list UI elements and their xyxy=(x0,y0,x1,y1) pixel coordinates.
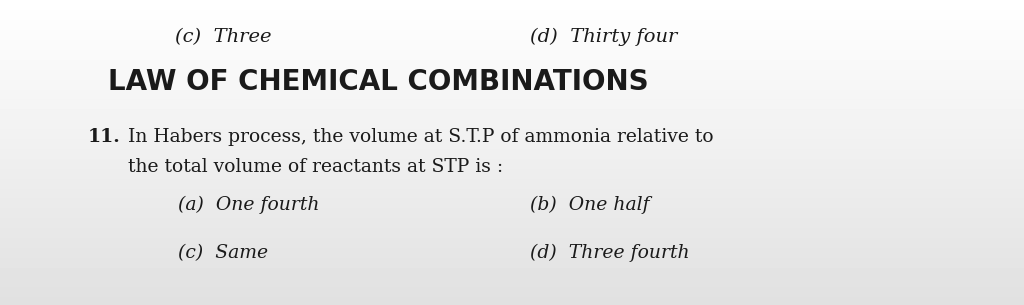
Text: (d)  Thirty four: (d) Thirty four xyxy=(530,28,677,46)
Text: (c)  Same: (c) Same xyxy=(178,244,268,262)
Text: (c)  Three: (c) Three xyxy=(175,28,271,46)
Text: LAW OF CHEMICAL COMBINATIONS: LAW OF CHEMICAL COMBINATIONS xyxy=(108,68,648,96)
Text: the total volume of reactants at STP is :: the total volume of reactants at STP is … xyxy=(128,158,503,176)
Text: (d)  Three fourth: (d) Three fourth xyxy=(530,244,689,262)
Text: (a)  One fourth: (a) One fourth xyxy=(178,196,319,214)
Text: 11.: 11. xyxy=(88,128,121,146)
Text: In Habers process, the volume at S.T.P of ammonia relative to: In Habers process, the volume at S.T.P o… xyxy=(128,128,714,146)
Text: (b)  One half: (b) One half xyxy=(530,196,649,214)
